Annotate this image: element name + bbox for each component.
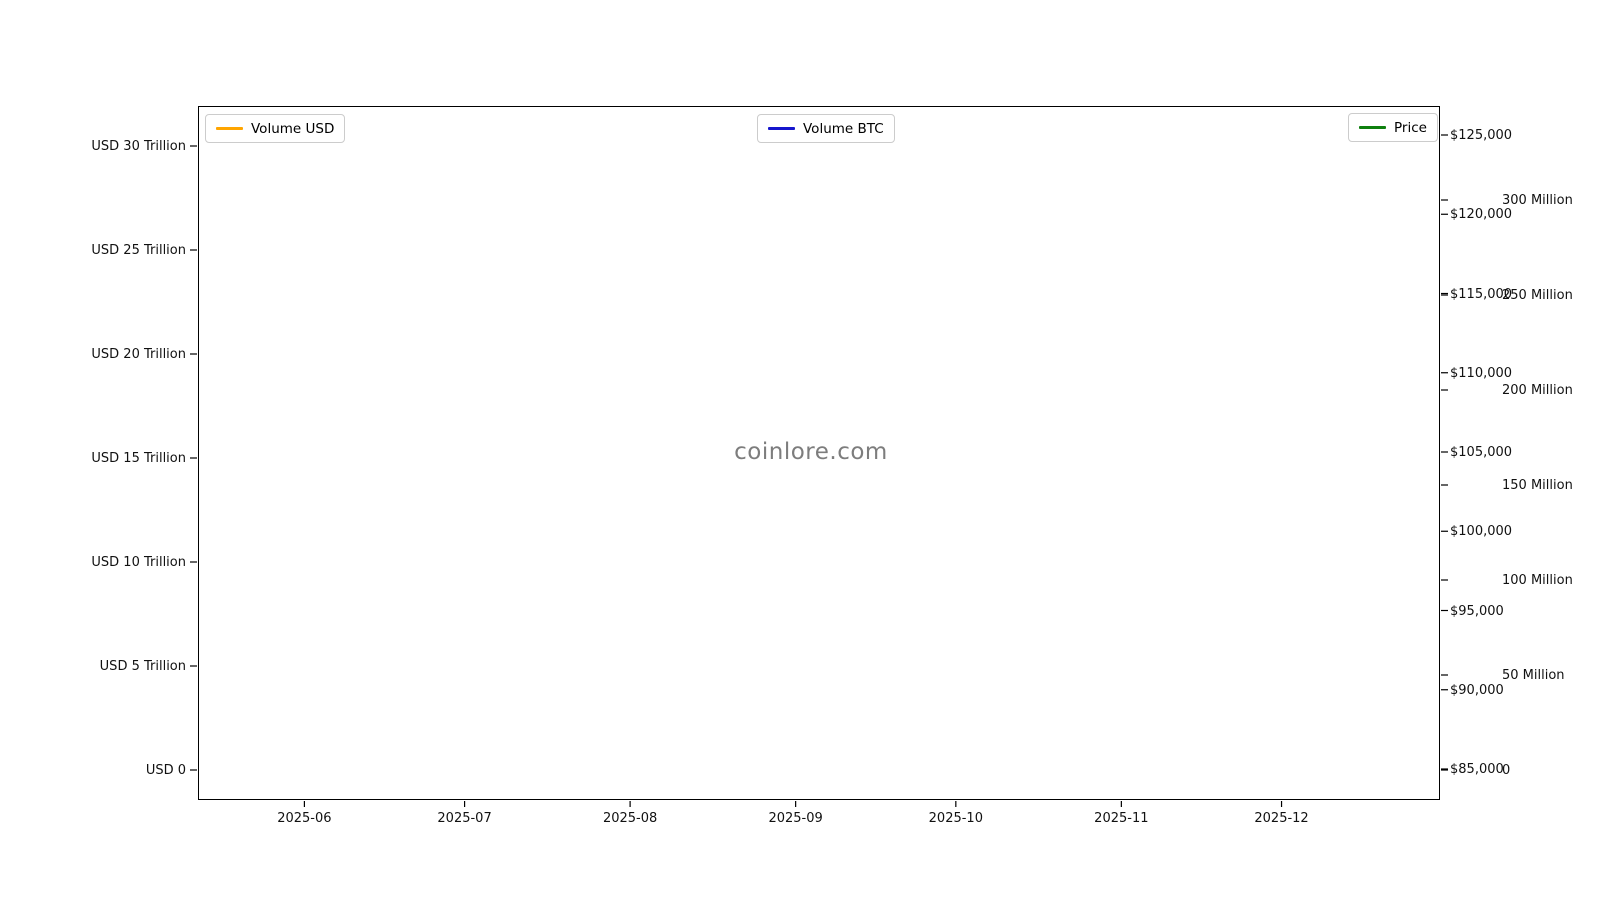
- x-tick-label: 2025-06: [277, 811, 332, 826]
- volume-usd-legend-swatch: [216, 127, 243, 130]
- y-right-price-tick-label: $90,000: [1450, 682, 1504, 698]
- price-legend-label: Price: [1394, 119, 1427, 136]
- y-right-price-tick-label: $125,000: [1450, 128, 1513, 143]
- x-tick-label: 2025-11: [1094, 811, 1149, 826]
- price-legend-swatch: [1359, 126, 1386, 129]
- y-left-tick-label: USD 15 Trillion: [91, 451, 186, 466]
- y-left-tick-label: USD 10 Trillion: [91, 555, 186, 570]
- y-right-volume-tick-label: 100 Million: [1502, 573, 1573, 588]
- y-right-volume-tick-label: 0: [1502, 763, 1511, 778]
- y-left-tick-label: USD 0: [145, 763, 186, 778]
- watermark: coinlore.com: [734, 439, 888, 465]
- legend-volume-btc: Volume BTC: [757, 114, 895, 143]
- y-right-price-tick-label: $100,000: [1450, 524, 1513, 540]
- y-right-volume-tick-label: 150 Million: [1502, 478, 1573, 493]
- y-right-price-tick-label: $105,000: [1450, 445, 1513, 460]
- y-left-tick-label: USD 5 Trillion: [99, 659, 186, 674]
- y-right-volume-tick-label: 50 Million: [1502, 668, 1565, 683]
- x-tick-label: 2025-09: [768, 811, 823, 826]
- y-right-volume-tick-label: 300 Million: [1502, 193, 1573, 208]
- y-right-price-tick-label: $85,000: [1450, 762, 1504, 777]
- y-right-price-tick-label: $115,000: [1450, 286, 1513, 302]
- y-right-price-tick-label: $95,000: [1450, 603, 1504, 619]
- y-right-volume-tick-label: 250 Million: [1502, 288, 1573, 303]
- volume-btc-legend-swatch: [768, 127, 795, 130]
- x-tick-label: 2025-08: [602, 811, 658, 826]
- x-tick-label: 2025-10: [928, 811, 983, 826]
- volume-btc-legend-label: Volume BTC: [803, 120, 884, 137]
- y-right-price-tick-label: $120,000: [1450, 207, 1513, 223]
- x-tick-label: 2025-12: [1254, 811, 1309, 826]
- y-right-volume-tick-label: 200 Million: [1502, 383, 1573, 398]
- y-left-tick-label: USD 30 Trillion: [91, 139, 186, 154]
- y-left-tick-label: USD 20 Trillion: [91, 347, 186, 362]
- plot-area-border: [198, 106, 1440, 800]
- volume-usd-legend-label: Volume USD: [251, 120, 335, 137]
- y-right-price-tick-label: $110,000: [1450, 365, 1513, 381]
- x-tick-label: 2025-07: [437, 811, 492, 826]
- legend-price: Price: [1348, 113, 1438, 142]
- legend-volume-usd: Volume USD: [205, 114, 346, 143]
- axis-tick-marks: [190, 134, 1448, 807]
- y-left-tick-label: USD 25 Trillion: [91, 243, 186, 258]
